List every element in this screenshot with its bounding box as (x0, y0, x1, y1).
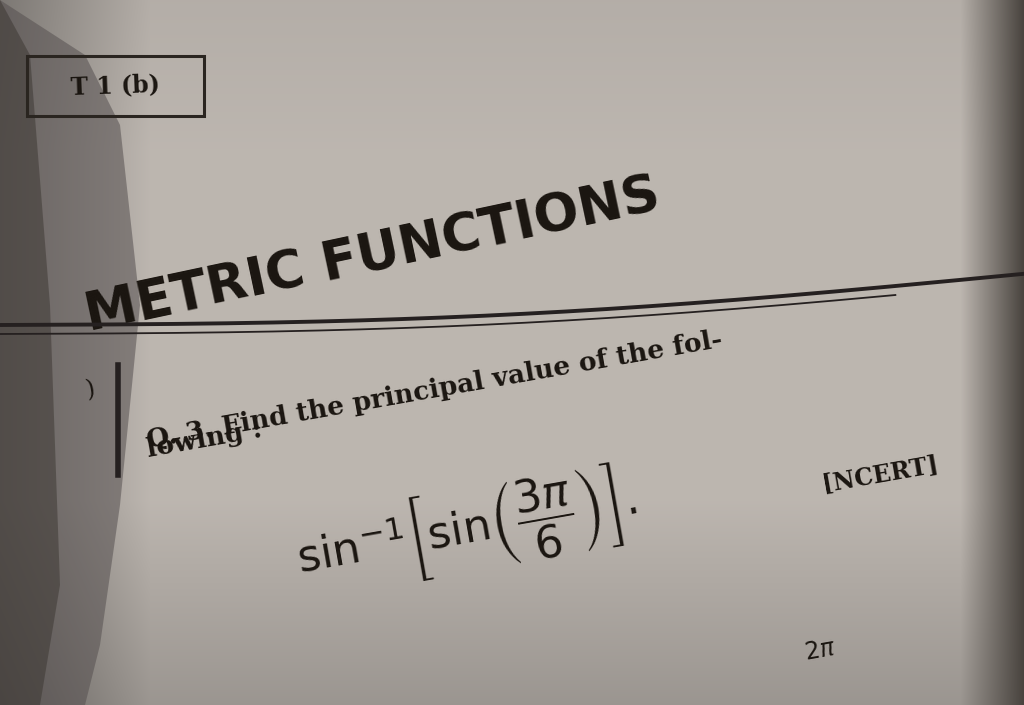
Text: lowing :: lowing : (145, 417, 264, 462)
Text: METRIC FUNCTIONS: METRIC FUNCTIONS (80, 168, 665, 341)
Text: Q. 3. Find the principal value of the fol-: Q. 3. Find the principal value of the fo… (145, 327, 725, 453)
Polygon shape (0, 0, 60, 705)
Text: $\sin^{-1}\!\left[\sin\!\left(\dfrac{3\pi}{6}\right)\right].$: $\sin^{-1}\!\left[\sin\!\left(\dfrac{3\p… (290, 456, 644, 603)
Text: $2\pi$: $2\pi$ (803, 635, 838, 665)
Text: ): ) (83, 378, 96, 402)
Polygon shape (0, 0, 140, 705)
Text: T 1 (b): T 1 (b) (71, 73, 161, 99)
Text: [NCERT]: [NCERT] (820, 453, 940, 497)
